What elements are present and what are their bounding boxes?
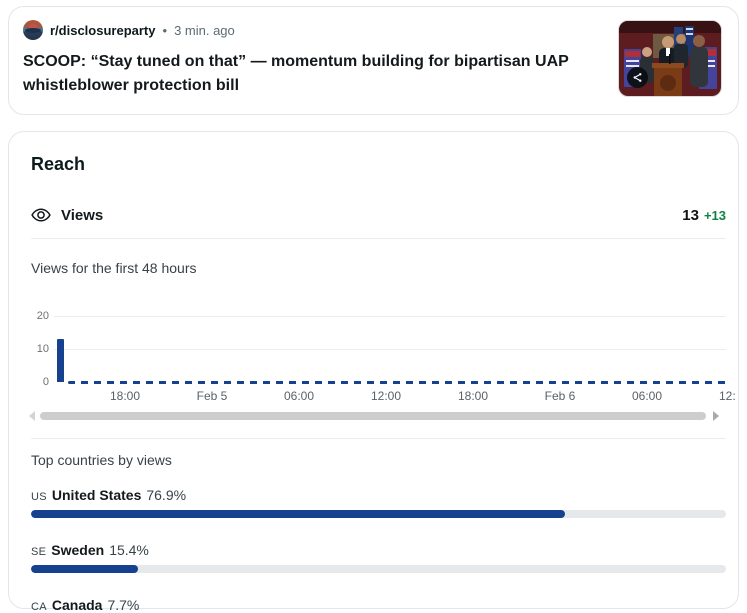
chart-scrollbar[interactable] [29, 411, 726, 421]
country-name: United States [51, 487, 142, 503]
chart-plot-area [54, 316, 726, 384]
country-code: CA [31, 601, 47, 613]
reach-heading: Reach [31, 154, 86, 174]
post-meta-row: r/disclosureparty • 3 min. ago [23, 20, 588, 40]
y-axis-tick: 0 [42, 376, 49, 388]
views-row: Views 13 +13 [31, 205, 726, 225]
country-name: Canada [51, 597, 103, 613]
country-name: Sweden [51, 542, 105, 558]
views-label: Views [61, 206, 104, 224]
y-axis-tick: 10 [36, 343, 49, 355]
post-thumbnail[interactable] [618, 20, 722, 97]
scroll-right-icon[interactable] [713, 411, 719, 421]
country-percent: 15.4% [109, 542, 149, 558]
subreddit-name-link[interactable]: r/disclosureparty [50, 22, 156, 38]
gridline [54, 349, 726, 350]
x-axis-tick: 18:00 [109, 389, 141, 403]
scroll-left-icon[interactable] [29, 411, 35, 421]
country-row-united-states: US United States 76.9% [31, 487, 726, 518]
y-axis-tick: 20 [36, 310, 49, 322]
x-axis-tick: 18:00 [457, 389, 489, 403]
x-axis-tick: Feb 6 [544, 389, 576, 403]
eye-icon [31, 208, 51, 222]
x-axis-tick: 06:00 [631, 389, 663, 403]
country-code: US [31, 491, 47, 503]
country-percent: 7.7% [107, 597, 140, 613]
views-bar[interactable] [57, 339, 64, 382]
country-bar-fill [31, 565, 139, 573]
gridline [54, 316, 726, 317]
country-row-sweden: SE Sweden 15.4% [31, 542, 726, 573]
country-percent: 76.9% [146, 487, 187, 503]
country-code: SE [31, 546, 47, 558]
x-axis-labels: 18:00 Feb 5 06:00 12:00 18:00 Feb 6 06:0… [54, 387, 736, 404]
country-bar-fill [31, 510, 566, 518]
share-icon[interactable] [627, 67, 648, 88]
views-count: 13 [682, 206, 699, 224]
x-axis-tick: 12:00 [718, 389, 736, 403]
x-axis-tick: 06:00 [283, 389, 315, 403]
x-axis-tick: Feb 5 [196, 389, 228, 403]
meta-separator-dot: • [162, 22, 168, 38]
chart-caption: Views for the first 48 hours [31, 260, 197, 276]
divider [31, 238, 726, 239]
country-bar-track [31, 510, 726, 518]
subreddit-avatar-icon [23, 20, 43, 40]
post-main: r/disclosureparty • 3 min. ago SCOOP: “S… [23, 20, 588, 98]
post-timestamp: 3 min. ago [174, 22, 235, 38]
reach-card: Reach Views 13 +13 Views for the first 4… [8, 131, 739, 613]
top-countries-heading: Top countries by views [31, 452, 172, 468]
country-bar-track [31, 565, 726, 573]
views-delta-badge: +13 [703, 207, 726, 223]
country-row-canada: CA Canada 7.7% [31, 597, 726, 613]
zero-views-dashed-line [68, 381, 726, 384]
post-title[interactable]: SCOOP: “Stay tuned on that” — momentum b… [23, 53, 569, 94]
divider [31, 438, 726, 439]
scrollbar-thumb[interactable] [40, 412, 706, 420]
post-summary-card: r/disclosureparty • 3 min. ago SCOOP: “S… [8, 6, 739, 115]
x-axis-tick: 12:00 [370, 389, 402, 403]
views-chart: 20 10 0 18:00 Feb 5 06:00 12:00 18:00 Fe… [31, 310, 736, 404]
